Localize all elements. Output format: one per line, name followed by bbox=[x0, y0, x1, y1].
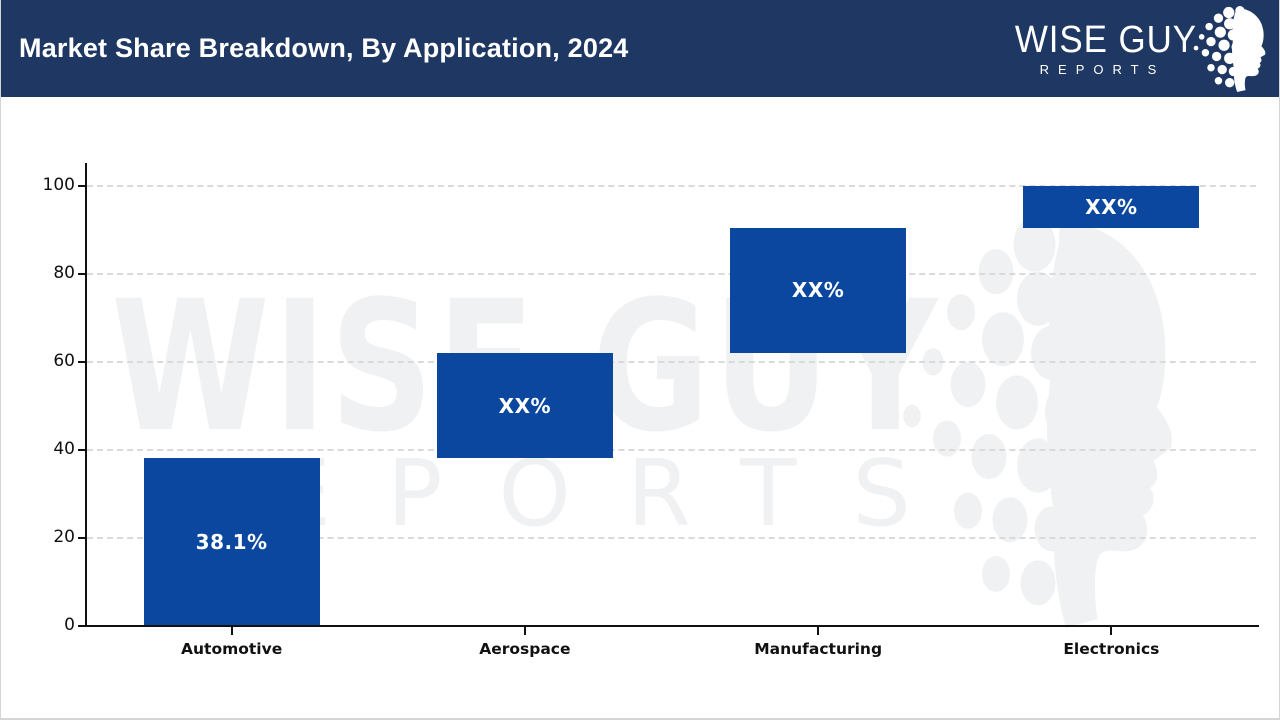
bar-value-label: XX% bbox=[791, 278, 845, 303]
gridline-40 bbox=[87, 448, 1256, 451]
y-tick-mark bbox=[78, 448, 85, 451]
y-tick-mark bbox=[78, 360, 85, 363]
y-axis-line bbox=[85, 163, 87, 626]
x-category-label: Automotive bbox=[181, 640, 283, 658]
y-tick-label: 60 bbox=[53, 350, 75, 371]
y-tick-mark bbox=[78, 625, 85, 627]
gridline-100 bbox=[87, 184, 1256, 187]
bar-aerospace: XX% bbox=[436, 353, 613, 459]
brand-logo: WISE GUY REPORTS bbox=[999, 0, 1267, 97]
x-tick-mark bbox=[523, 627, 526, 635]
bar-value-label: XX% bbox=[498, 393, 552, 418]
x-tick-mark bbox=[230, 627, 233, 635]
y-tick-label: 40 bbox=[53, 438, 75, 459]
gridline-60 bbox=[87, 360, 1256, 363]
y-tick-mark bbox=[78, 272, 85, 275]
bar-electronics: XX% bbox=[1023, 185, 1200, 228]
gridline-80 bbox=[87, 272, 1256, 275]
x-tick-mark bbox=[817, 627, 820, 635]
logo-wordmark: WISE GUY bbox=[1014, 18, 1197, 61]
bar-value-label: XX% bbox=[1085, 194, 1138, 219]
x-category-label: Electronics bbox=[1063, 640, 1160, 658]
bar-manufacturing: XX% bbox=[730, 227, 907, 354]
y-tick-mark bbox=[78, 536, 85, 539]
x-category-label: Aerospace bbox=[479, 640, 571, 658]
y-tick-label: 20 bbox=[53, 526, 75, 547]
x-axis-line bbox=[85, 625, 1259, 627]
page-title: Market Share Breakdown, By Application, … bbox=[19, 33, 629, 63]
header-bar: Market Share Breakdown, By Application, … bbox=[1, 0, 1279, 97]
logo-subtext: REPORTS bbox=[1039, 61, 1166, 77]
x-tick-mark bbox=[1110, 627, 1113, 635]
logo-text: WISE GUY REPORTS bbox=[999, 21, 1197, 77]
x-category-label: Manufacturing bbox=[754, 640, 883, 658]
y-tick-label: 0 bbox=[64, 615, 75, 635]
gridline-20 bbox=[87, 536, 1256, 539]
y-tick-mark bbox=[78, 184, 85, 187]
bar-automotive: 38.1% bbox=[143, 458, 320, 626]
y-tick-label: 100 bbox=[42, 174, 75, 195]
logo-head-icon bbox=[1193, 5, 1266, 92]
watermark-head-icon bbox=[903, 213, 1172, 628]
bar-value-label: 38.1% bbox=[195, 530, 268, 555]
y-tick-label: 80 bbox=[53, 262, 75, 283]
